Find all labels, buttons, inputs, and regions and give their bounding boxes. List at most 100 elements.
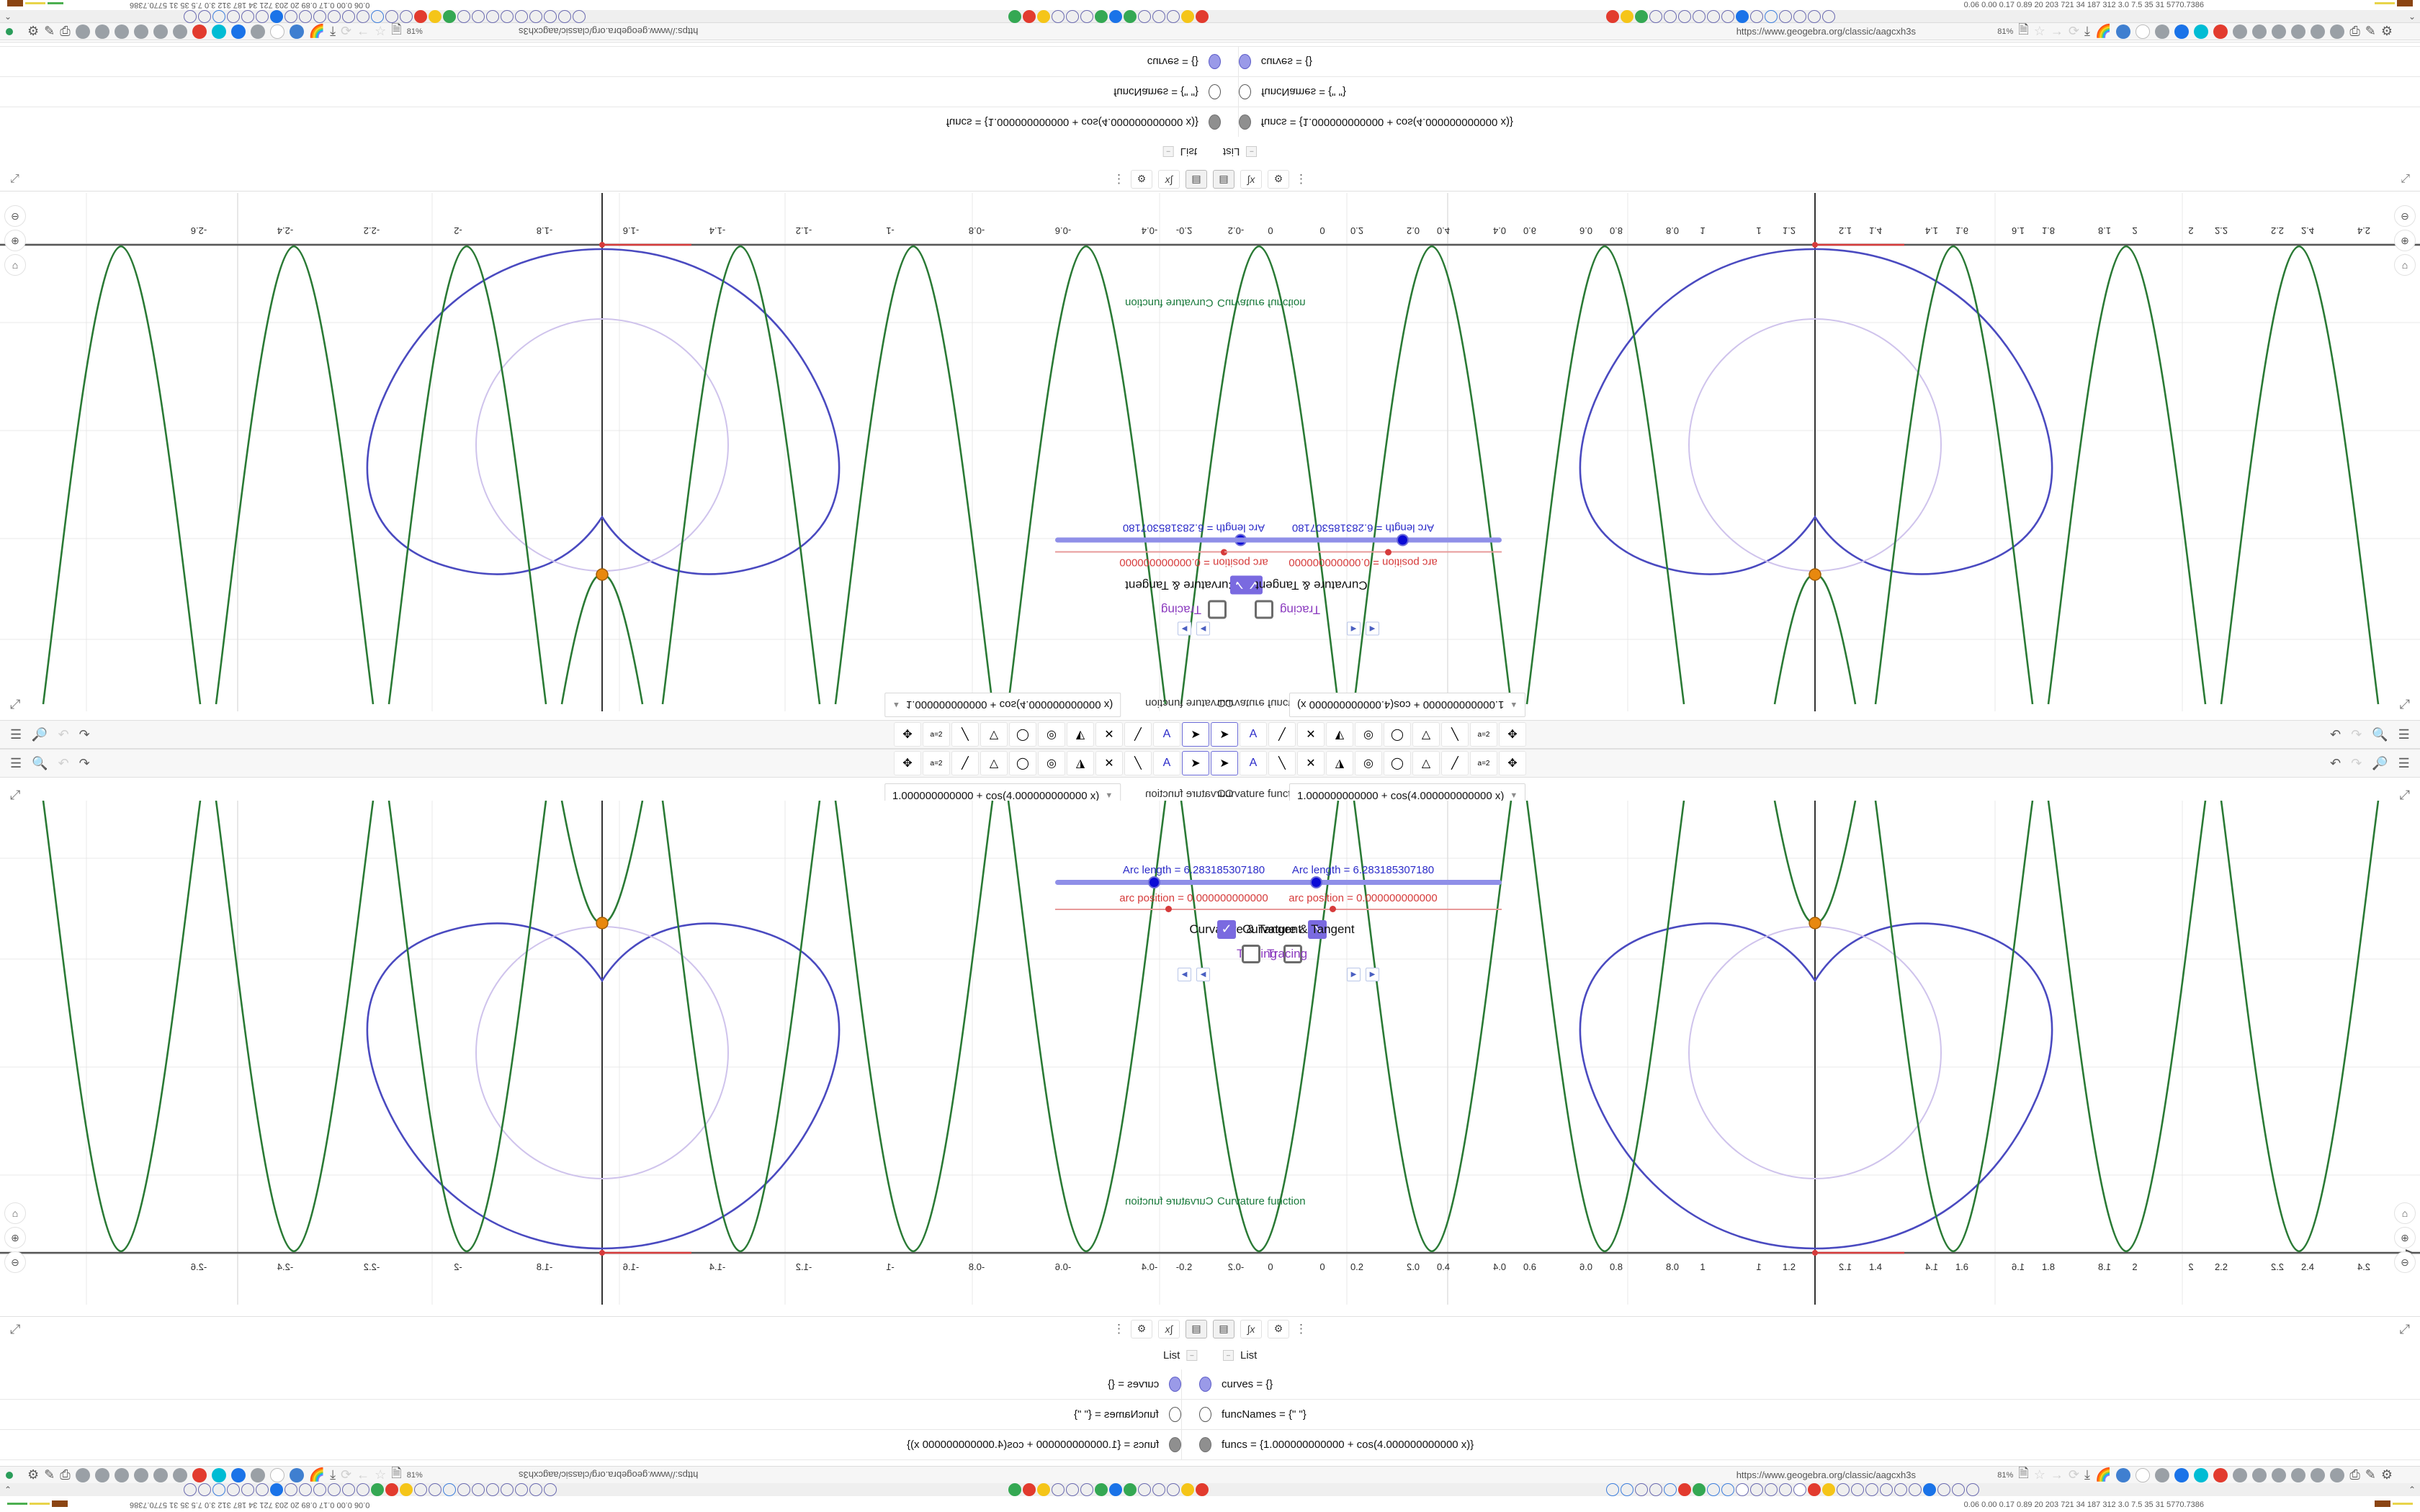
tab-favicon[interactable] [472,1483,485,1496]
control-panel-top-right[interactable]: ▶ ▶ Tracing ✓ Curvature & Tangent arc po… [1217,522,1509,636]
table-row[interactable]: funcs = {1.000000000000 + cos(4.00000000… [0,1430,2420,1460]
tab-favicon[interactable] [1138,9,1151,23]
tab-favicon[interactable] [1707,9,1720,23]
gear-icon-r[interactable]: ⚙ [2380,24,2393,38]
tab-favicon[interactable] [1822,1483,1835,1496]
wrench-icon-r[interactable]: ✎ [2365,24,2376,38]
input-bar-top-left[interactable]: 1.000000000000 + cos(4.000000000000 x) ▲ [884,693,1121,717]
tab-favicon[interactable] [529,1483,542,1496]
line-tool-b[interactable]: ╱ [951,751,979,775]
tab-favicon[interactable] [1181,1483,1194,1496]
visibility-marble[interactable] [1239,54,1251,69]
input-bar-value-br[interactable]: 1.000000000000 + cos(4.000000000000 x) [1297,789,1505,802]
upload-icon-b[interactable] [211,1467,226,1482]
circle-tool[interactable]: ◎ [1038,722,1065,747]
segment-tool-b[interactable]: ╲ [1124,751,1152,775]
fullscreen-icon-br[interactable]: ⤢ [2399,788,2410,802]
tab-favicon[interactable] [1167,1483,1180,1496]
play-button-4[interactable]: ▶ [1366,621,1379,636]
download-icon[interactable]: ⤓ [330,24,336,38]
add-icon[interactable] [230,24,246,39]
tab-favicon[interactable] [1779,9,1792,23]
tab-favicon[interactable] [1966,1483,1979,1496]
redo-icon[interactable]: ↷ [79,726,90,742]
algebra-row-expression-1-m[interactable]: funcNames = {" "} [1261,86,1346,98]
zoom-in-icon[interactable]: ⊕ [4,230,26,251]
tab-favicon[interactable] [212,9,225,23]
share-icon-b[interactable]: ⎙ [60,1467,71,1482]
play-button-3[interactable]: ▶ [1347,621,1361,636]
visibility-marble[interactable] [1199,1407,1211,1422]
toolbar-left-controls-2[interactable]: ☰ 🔍 ↶ ↷ [0,756,100,771]
settings-icon-b[interactable] [250,1467,265,1482]
visibility-marble[interactable] [1209,54,1221,69]
tab-favicon[interactable] [414,9,427,23]
input-bar-value-left[interactable]: 1.000000000000 + cos(4.000000000000 x) [905,698,1113,711]
polygon-alt-tool-b[interactable]: ◮ [1326,751,1353,775]
wrench-icon-br2[interactable]: ✎ [2365,1467,2376,1482]
toolbar-left-controls[interactable]: ☰ 🔍 ↶ ↷ [0,727,100,742]
bookmark-star-icon-b[interactable]: ☆ [375,1467,387,1482]
arc-length-knob-4[interactable] [1310,876,1323,888]
bookmark-star-icon[interactable]: ☆ [375,24,387,38]
redo-icon-4[interactable]: ↷ [2330,755,2341,770]
gear-icon-4[interactable]: ⚙ [1268,1319,1289,1338]
tab-favicons-right[interactable] [1606,9,1835,23]
book-icon-br2[interactable] [2272,1467,2287,1482]
tab-favicon[interactable] [227,1483,240,1496]
tab-favicon[interactable] [328,1483,341,1496]
share-icon[interactable]: ⎙ [60,24,71,38]
tab-favicon[interactable] [184,9,197,23]
tab-favicon[interactable] [1808,9,1821,23]
angle-tool[interactable]: △ [980,722,1008,747]
tab-favicon[interactable] [371,1483,384,1496]
table-row[interactable]: curves = {} curves = {} [0,1369,2420,1400]
algebra-row-b2-m[interactable]: funcs = {1.000000000000 + cos(4.00000000… [906,1439,1159,1451]
select-arrow-tool-b[interactable]: ➤ [1182,751,1209,775]
chevron-up-icon-br[interactable]: ⌃ [2408,1485,2416,1495]
zoom-out-icon-3[interactable]: ⊖ [4,1251,26,1273]
arc-position-knob-2[interactable] [1385,549,1392,556]
browser-addressbar[interactable]: ⚙ ✎ ⎙ 🌈 ⤓ ⟳ ← ☆ 🗎 81% https://www.geogeb… [0,22,2420,40]
tab-favicon[interactable] [544,1483,557,1496]
tab-favicon[interactable] [457,9,470,23]
rainbow-icon-r[interactable]: 🌈 [2094,24,2112,38]
control-panel-bottom-right[interactable]: Arc length = 6.283185307180 arc position… [1217,864,1509,981]
more-vertical-icon-2[interactable]: ⋮ [1295,171,1307,186]
tab-favicon[interactable] [1923,1483,1936,1496]
upload-icon[interactable] [211,24,226,39]
tab-favicon[interactable] [357,1483,369,1496]
tab-favicon[interactable] [1837,1483,1850,1496]
tab-favicon[interactable] [1008,9,1021,23]
palette-icon[interactable] [153,24,168,39]
zoom-level-bl[interactable]: 81% [406,1470,423,1480]
tab-favicon[interactable] [1765,1483,1778,1496]
polygon-tool[interactable]: ◭ [1067,722,1094,747]
tab-favicon[interactable] [184,1483,197,1496]
arc-length-knob-3[interactable] [1148,876,1161,888]
search-icon-4[interactable]: 🔍 [2372,755,2388,770]
tab-favicon[interactable] [1952,1483,1965,1496]
recording-icon-b[interactable] [192,1467,207,1482]
intersect-tool[interactable]: ✕ [1297,722,1325,747]
book-icon[interactable] [133,24,148,39]
extension-icon-r[interactable] [2291,24,2306,39]
tab-favicon[interactable] [1109,9,1122,23]
tab-favicon[interactable] [501,9,514,23]
fullscreen-icon-tl[interactable]: ⤢ [10,173,19,185]
function-alt-icon-2[interactable]: ∫x [1240,1319,1262,1338]
curvature-tangent-checkbox-2[interactable]: ✓ [1230,575,1249,595]
tab-favicon[interactable] [1721,9,1734,23]
reload-icon[interactable]: ⟳ [341,24,352,38]
add-icon-r[interactable] [2174,24,2190,39]
tab-favicon[interactable] [1649,1483,1662,1496]
tab-favicon[interactable] [357,9,369,23]
tab-favicon[interactable] [313,1483,326,1496]
tracing-checkbox-2[interactable] [1255,600,1273,619]
algebra-row-b0-m[interactable]: curves = {} [1107,1378,1159,1390]
tab-favicon[interactable] [1621,1483,1634,1496]
geogebra-toolbar-row-2[interactable]: ☰ 🔍 ↶ ↷ ✥ a=2 ╱ △ ◯ ◎ ◮ ✕ ╲ A ➤ ➤ A ╲ ✕ … [0,749,2420,778]
palette-icon-r[interactable] [2252,24,2267,39]
zoom-level-br[interactable]: 81% [1997,1470,2014,1480]
tab-favicon[interactable] [1066,1483,1079,1496]
